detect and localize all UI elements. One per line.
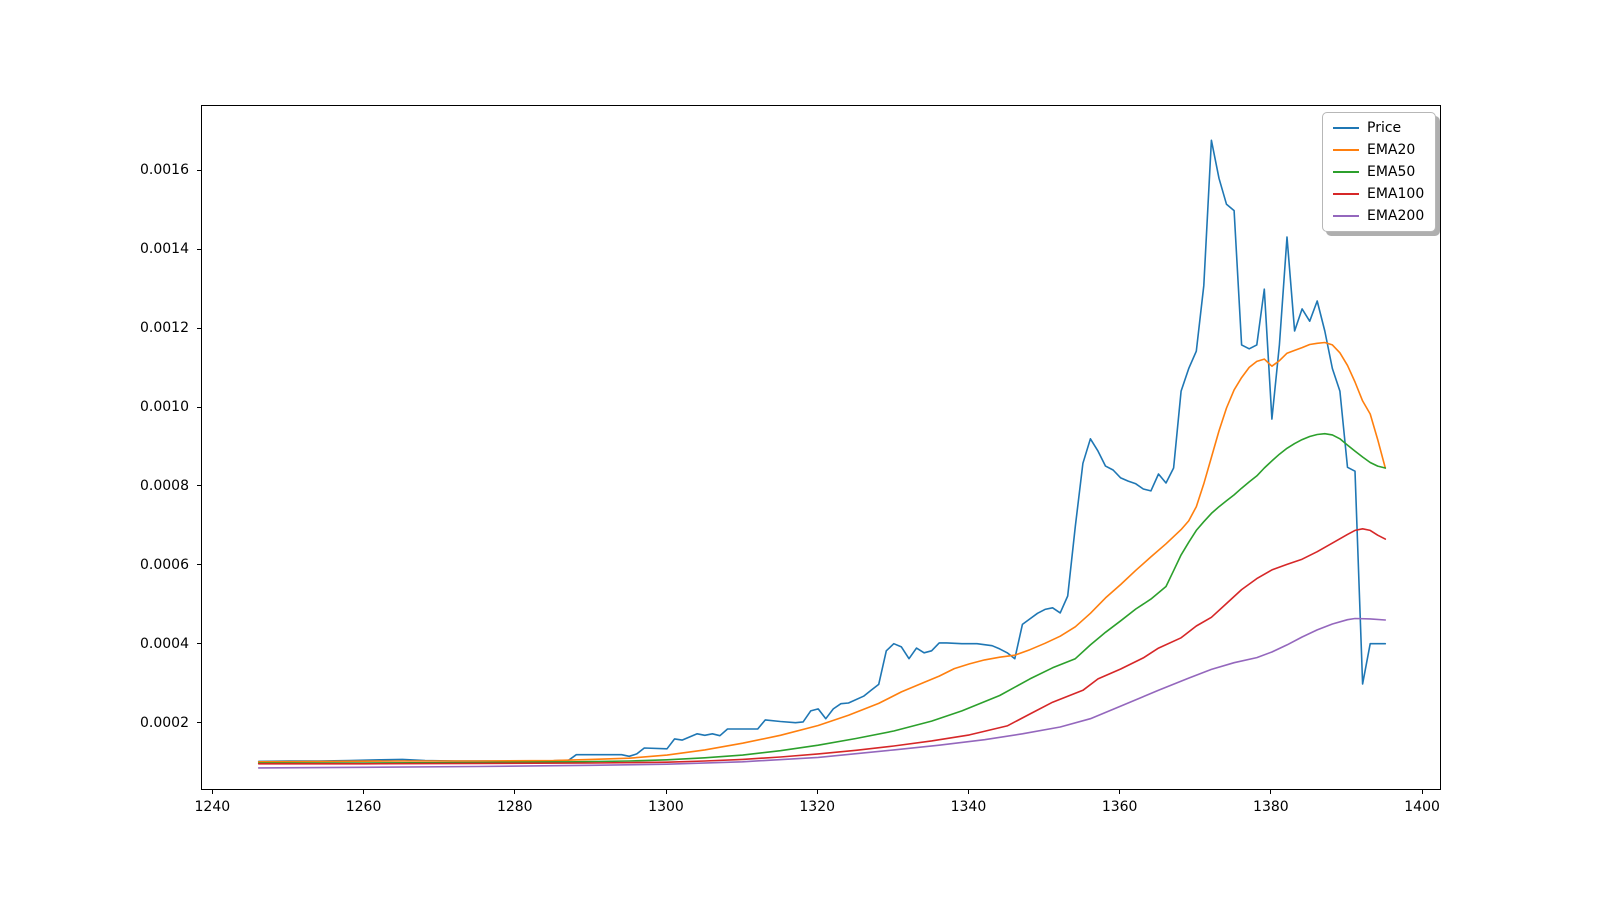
y-tick-label-0.0016: 0.0016 bbox=[140, 162, 189, 179]
x-tick-mark-1280 bbox=[514, 790, 516, 794]
y-tick-mark-0.0006 bbox=[197, 564, 201, 566]
x-tick-label-1360: 1360 bbox=[1101, 799, 1138, 815]
x-tick-mark-1380 bbox=[1270, 790, 1272, 794]
legend-entry-ema200: EMA200 bbox=[1333, 208, 1424, 224]
x-tick-label-1320: 1320 bbox=[799, 799, 836, 815]
x-tick-label-1260: 1260 bbox=[345, 799, 382, 815]
x-tick-mark-1360 bbox=[1119, 790, 1121, 794]
legend-entry-ema50: EMA50 bbox=[1333, 164, 1424, 180]
series-line-ema200 bbox=[257, 617, 1387, 769]
y-tick-label-0.0008: 0.0008 bbox=[140, 477, 189, 494]
y-tick-label-0.0012: 0.0012 bbox=[140, 320, 189, 337]
x-tick-label-1340: 1340 bbox=[950, 799, 987, 815]
legend-line-icon bbox=[1333, 215, 1359, 217]
x-tick-label-1380: 1380 bbox=[1253, 799, 1289, 815]
y-tick-label-0.0010: 0.0010 bbox=[140, 399, 189, 416]
y-tick-mark-0.0010 bbox=[197, 406, 201, 408]
legend-line-icon bbox=[1333, 149, 1359, 151]
legend-label: EMA200 bbox=[1367, 208, 1425, 224]
y-tick-label-0.0006: 0.0006 bbox=[140, 556, 189, 573]
legend-label: EMA20 bbox=[1367, 142, 1416, 158]
y-tick-mark-0.0012 bbox=[197, 327, 201, 329]
x-tick-mark-1320 bbox=[816, 790, 818, 794]
y-tick-mark-0.0004 bbox=[197, 643, 201, 645]
legend-entry-price: Price bbox=[1333, 120, 1424, 136]
legend-label: EMA100 bbox=[1367, 186, 1425, 202]
legend-entry-ema100: EMA100 bbox=[1333, 186, 1424, 202]
legend: Price EMA20 EMA50 EMA100 EMA200 bbox=[1322, 112, 1437, 232]
plot-area bbox=[201, 105, 1441, 790]
x-tick-label-1280: 1280 bbox=[496, 799, 533, 815]
x-tick-mark-1240 bbox=[211, 790, 213, 794]
x-tick-label-1300: 1300 bbox=[648, 799, 684, 815]
legend-line-icon bbox=[1333, 171, 1359, 173]
series-line-ema50 bbox=[257, 432, 1387, 764]
x-tick-mark-1260 bbox=[363, 790, 365, 794]
chart-lines bbox=[257, 139, 1387, 769]
legend-label: EMA50 bbox=[1367, 164, 1416, 180]
y-tick-mark-0.0002 bbox=[197, 722, 201, 724]
legend-line-icon bbox=[1333, 127, 1359, 129]
y-tick-label-0.0004: 0.0004 bbox=[140, 635, 189, 652]
y-tick-label-0.0002: 0.0002 bbox=[140, 714, 189, 731]
series-line-ema100 bbox=[257, 527, 1387, 765]
x-tick-mark-1300 bbox=[665, 790, 667, 794]
x-tick-mark-1340 bbox=[967, 790, 969, 794]
y-tick-mark-0.0008 bbox=[197, 485, 201, 487]
y-tick-mark-0.0014 bbox=[197, 248, 201, 250]
x-tick-label-1400: 1400 bbox=[1404, 799, 1440, 815]
series-line-ema20 bbox=[257, 341, 1387, 763]
legend-entry-ema20: EMA20 bbox=[1333, 142, 1424, 158]
series-line-price bbox=[257, 139, 1387, 763]
legend-label: Price bbox=[1367, 120, 1402, 136]
x-tick-mark-1400 bbox=[1421, 790, 1423, 794]
y-tick-mark-0.0016 bbox=[197, 169, 201, 171]
x-tick-label-1240: 1240 bbox=[194, 799, 231, 815]
y-tick-label-0.0014: 0.0014 bbox=[140, 241, 189, 258]
legend-line-icon bbox=[1333, 193, 1359, 195]
